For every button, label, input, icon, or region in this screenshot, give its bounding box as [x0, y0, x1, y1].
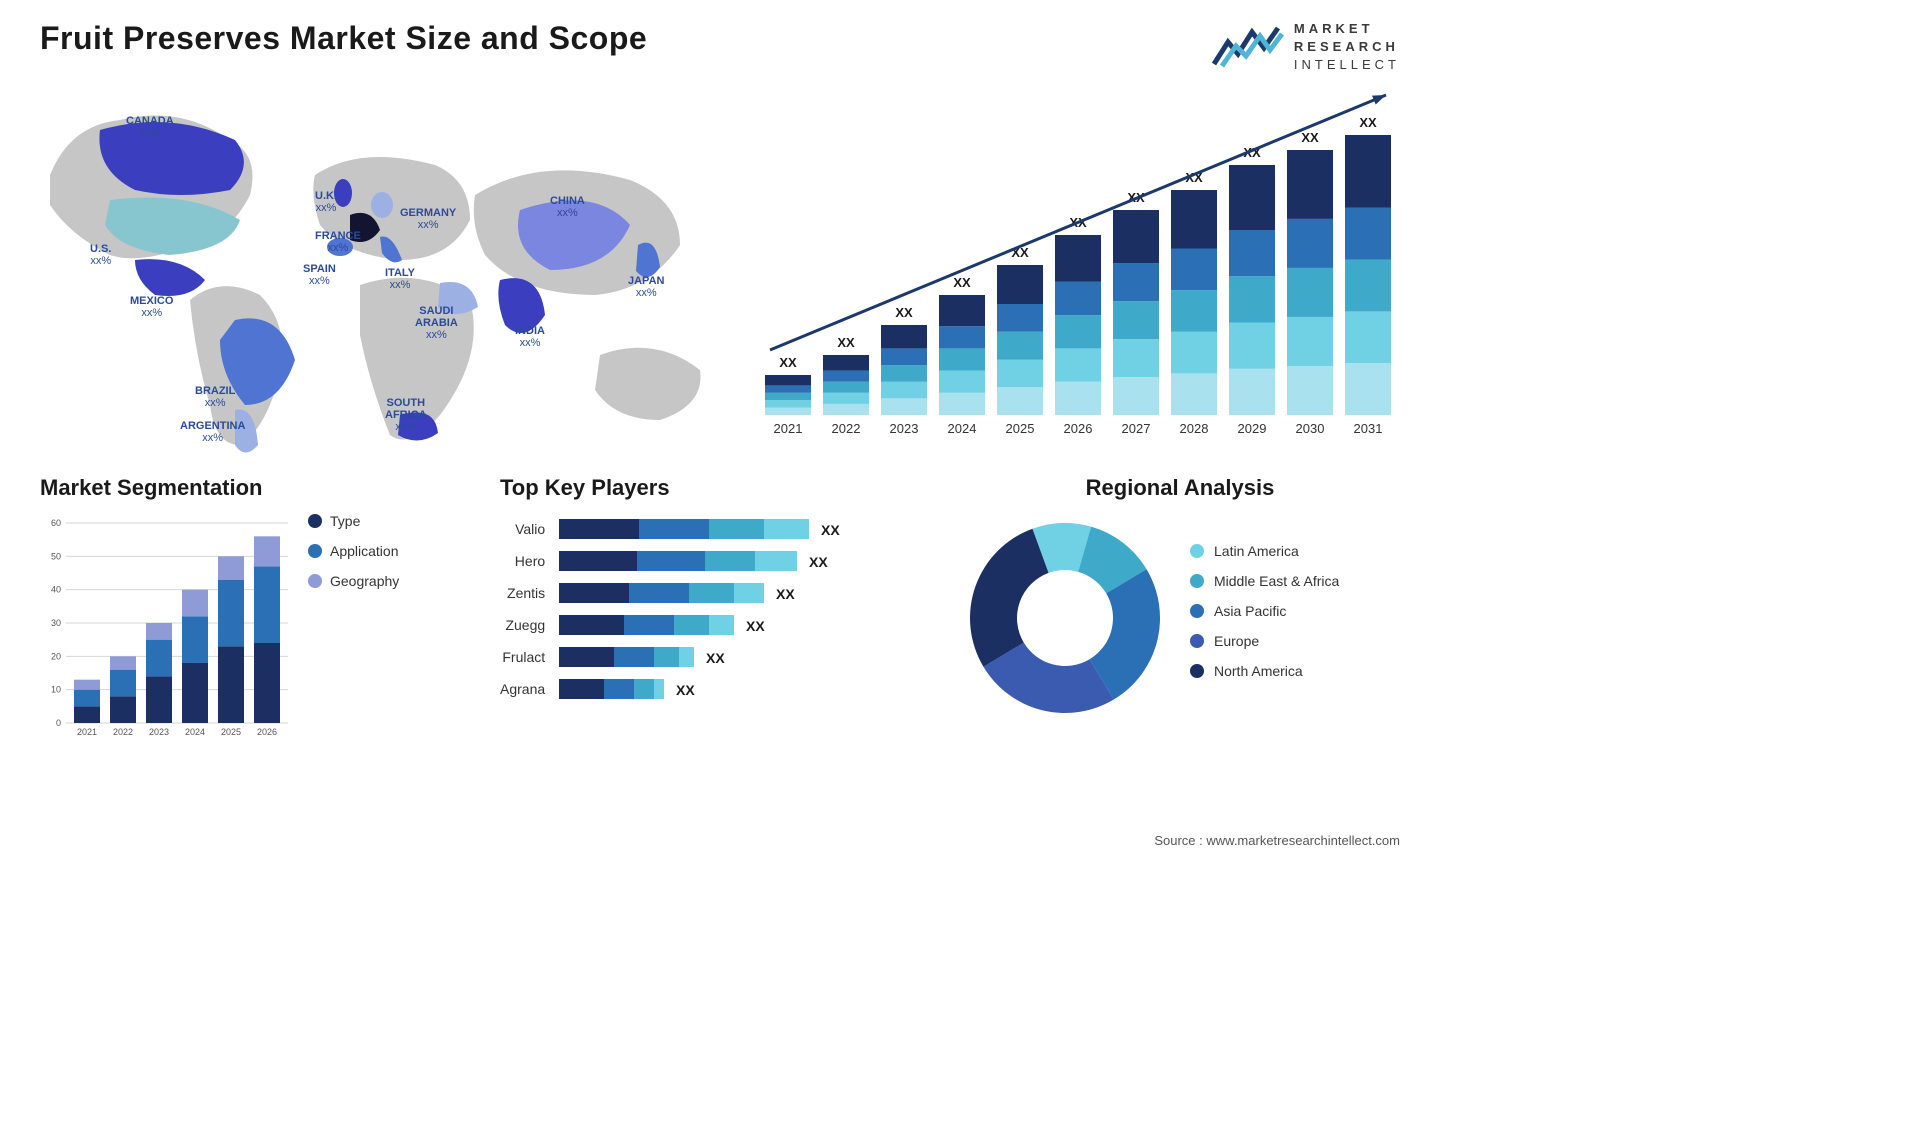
svg-text:2024: 2024 — [948, 421, 977, 436]
legend-item: Middle East & Africa — [1190, 573, 1339, 589]
svg-text:60: 60 — [51, 518, 61, 528]
map-label: BRAZILxx% — [195, 385, 235, 409]
svg-text:2022: 2022 — [113, 727, 133, 737]
map-label: FRANCExx% — [315, 230, 361, 254]
svg-text:XX: XX — [746, 618, 765, 634]
regional-panel: Regional Analysis Latin America Middle Ea… — [960, 475, 1400, 775]
svg-text:2031: 2031 — [1354, 421, 1383, 436]
segmentation-title: Market Segmentation — [40, 475, 480, 501]
svg-text:XX: XX — [821, 522, 840, 538]
regional-legend: Latin America Middle East & Africa Asia Pa… — [1190, 543, 1339, 693]
svg-text:2021: 2021 — [77, 727, 97, 737]
map-label: SAUDIARABIAxx% — [415, 305, 458, 341]
player-label: Hero — [500, 545, 545, 577]
svg-text:2027: 2027 — [1122, 421, 1151, 436]
regional-title: Regional Analysis — [960, 475, 1400, 501]
world-map: CANADAxx% U.S.xx% MEXICOxx% BRAZILxx% ARGENT… — [40, 85, 720, 465]
map-label: SPAINxx% — [303, 263, 336, 287]
svg-text:10: 10 — [51, 684, 61, 694]
svg-text:2025: 2025 — [221, 727, 241, 737]
svg-text:XX: XX — [706, 650, 725, 666]
svg-text:XX: XX — [895, 305, 913, 320]
segmentation-legend: Type Application Geography — [308, 513, 399, 603]
svg-text:30: 30 — [51, 618, 61, 628]
player-label: Frulact — [500, 641, 545, 673]
svg-text:2024: 2024 — [185, 727, 205, 737]
svg-text:XX: XX — [676, 682, 695, 698]
map-label: MEXICOxx% — [130, 295, 173, 319]
player-label: Agrana — [500, 673, 545, 705]
map-label: ITALYxx% — [385, 267, 415, 291]
svg-text:2023: 2023 — [890, 421, 919, 436]
svg-text:XX: XX — [953, 275, 971, 290]
svg-text:XX: XX — [1359, 115, 1377, 130]
legend-item: Latin America — [1190, 543, 1339, 559]
svg-text:2026: 2026 — [1064, 421, 1093, 436]
segmentation-panel: Market Segmentation 0 10 20 30 40 50 60 2021 202… — [40, 475, 480, 775]
legend-item: Application — [308, 543, 399, 559]
key-players-labels: ValioHeroZentisZueggFrulactAgrana — [500, 513, 545, 705]
svg-text:XX: XX — [837, 335, 855, 350]
player-label: Zentis — [500, 577, 545, 609]
brand-logo: MARKET RESEARCH INTELLECT — [1212, 20, 1400, 75]
page-title: Fruit Preserves Market Size and Scope — [40, 20, 647, 57]
map-label: CANADAxx% — [126, 115, 174, 139]
svg-text:XX: XX — [776, 586, 795, 602]
svg-text:2022: 2022 — [832, 421, 861, 436]
svg-text:2021: 2021 — [774, 421, 803, 436]
map-label: U.S.xx% — [90, 243, 111, 267]
map-label: SOUTHAFRICAxx% — [385, 397, 427, 433]
player-label: Valio — [500, 513, 545, 545]
logo-icon — [1212, 24, 1284, 70]
svg-text:2023: 2023 — [149, 727, 169, 737]
svg-text:XX: XX — [779, 355, 797, 370]
map-label: U.K.xx% — [315, 190, 337, 214]
map-label: GERMANYxx% — [400, 207, 456, 231]
svg-text:50: 50 — [51, 551, 61, 561]
svg-text:40: 40 — [51, 584, 61, 594]
legend-item: Type — [308, 513, 399, 529]
legend-item: Geography — [308, 573, 399, 589]
svg-text:XX: XX — [809, 554, 828, 570]
svg-text:XX: XX — [1301, 130, 1319, 145]
key-players-panel: Top Key Players ValioHeroZentisZueggFrul… — [500, 475, 940, 775]
source-attribution: Source : www.marketresearchintellect.com — [1154, 833, 1400, 848]
map-label: INDIAxx% — [515, 325, 545, 349]
legend-item: North America — [1190, 663, 1339, 679]
map-label: ARGENTINAxx% — [180, 420, 245, 444]
svg-text:2028: 2028 — [1180, 421, 1209, 436]
player-label: Zuegg — [500, 609, 545, 641]
growth-chart: XX2021XX2022XX2023XX2024XX2025XX2026XX20… — [750, 85, 1410, 465]
svg-text:2025: 2025 — [1006, 421, 1035, 436]
svg-text:2026: 2026 — [257, 727, 277, 737]
legend-item: Asia Pacific — [1190, 603, 1339, 619]
svg-text:0: 0 — [56, 718, 61, 728]
svg-text:2029: 2029 — [1238, 421, 1267, 436]
svg-text:2030: 2030 — [1296, 421, 1325, 436]
legend-item: Europe — [1190, 633, 1339, 649]
map-label: CHINAxx% — [550, 195, 585, 219]
svg-text:20: 20 — [51, 651, 61, 661]
map-label: JAPANxx% — [628, 275, 664, 299]
key-players-title: Top Key Players — [500, 475, 940, 501]
